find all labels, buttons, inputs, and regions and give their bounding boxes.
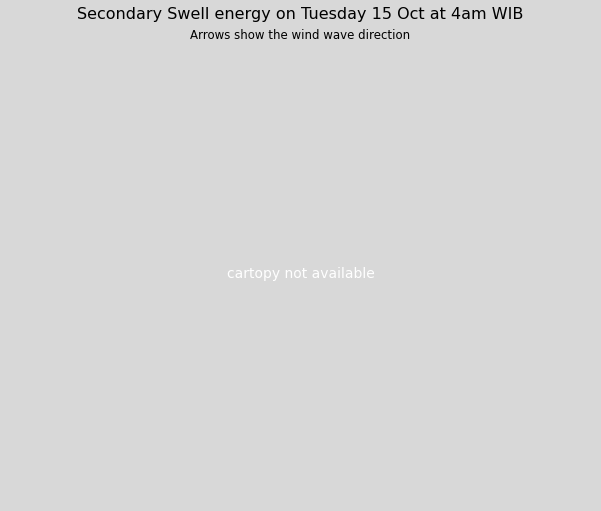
Text: Secondary Swell energy on Tuesday 15 Oct at 4am WIB: Secondary Swell energy on Tuesday 15 Oct… [78,7,523,22]
Text: Arrows show the wind wave direction: Arrows show the wind wave direction [191,29,410,41]
Text: cartopy not available: cartopy not available [227,267,374,281]
